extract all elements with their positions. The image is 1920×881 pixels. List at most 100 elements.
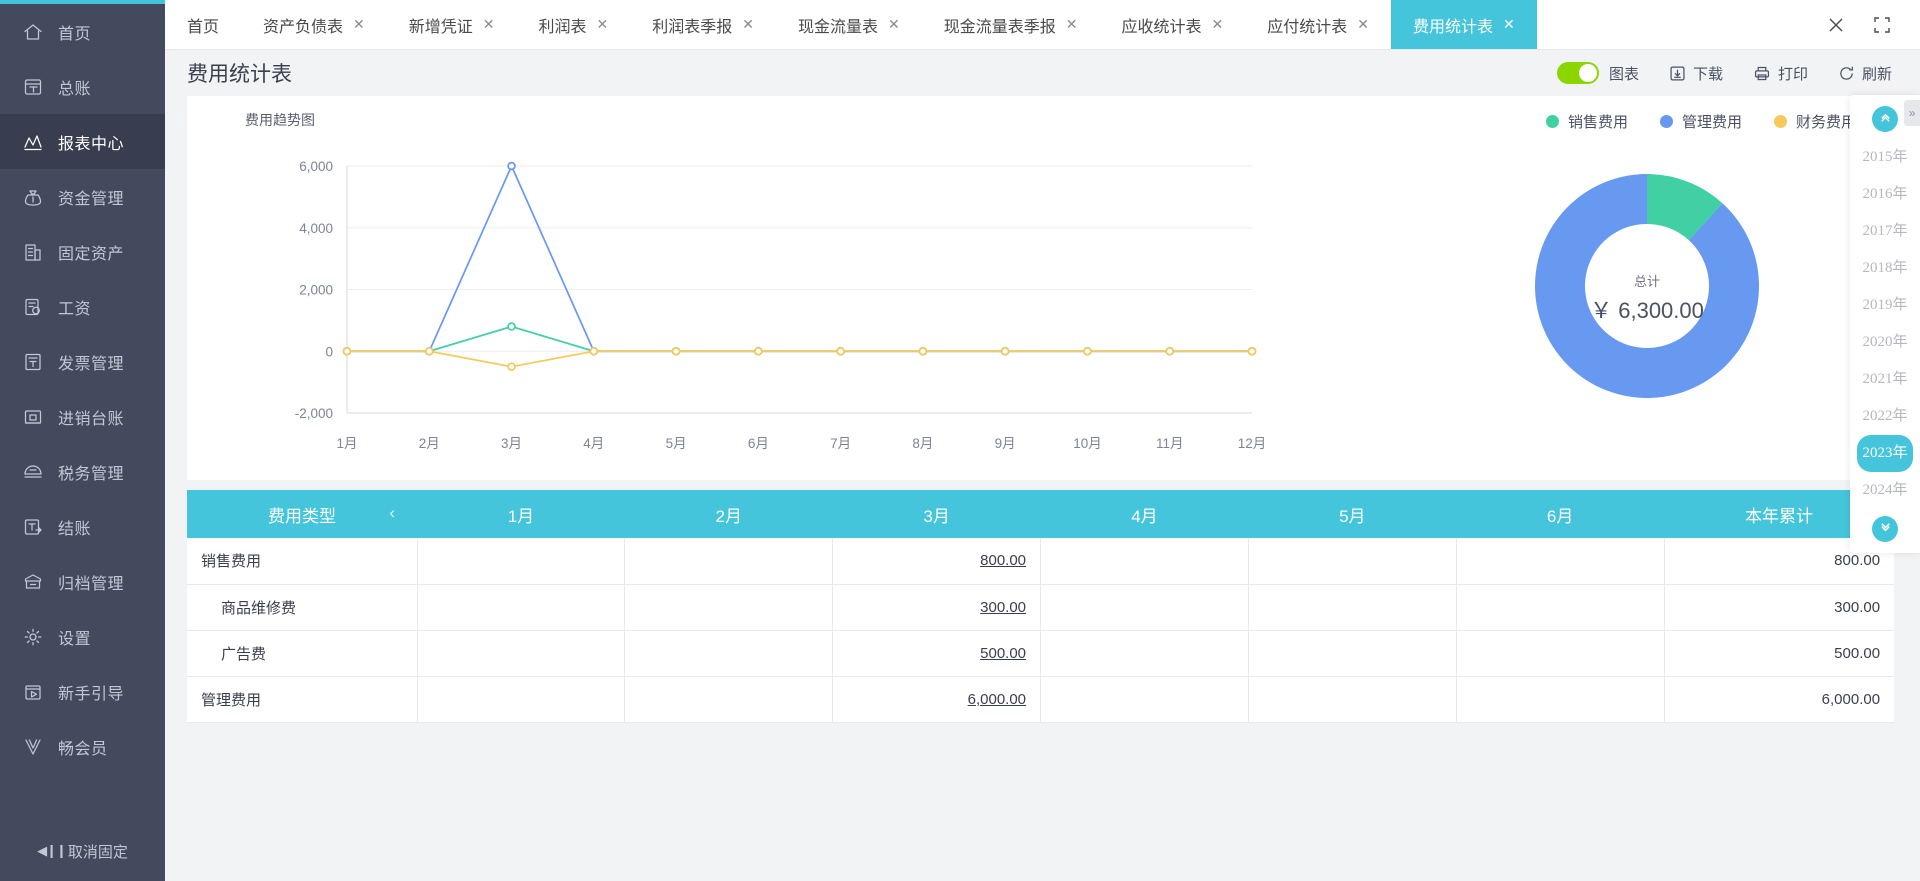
home-icon bbox=[22, 21, 44, 43]
tab-资产负债表[interactable]: 资产负债表 ✕ bbox=[241, 0, 387, 49]
chart-toggle-switch[interactable] bbox=[1557, 62, 1599, 84]
expense-table-element: 费用类型 ‹ 1月 2月 3月 4月 5月 6月 › 本年累计 销售费用 800.00 800.00 商… bbox=[175, 109, 1895, 723]
tab-close-icon[interactable]: ✕ bbox=[742, 16, 755, 32]
legend-color-dot bbox=[1660, 115, 1674, 128]
sidebar-item-税务管理[interactable]: 税务管理 bbox=[0, 444, 165, 499]
tab-close-icon[interactable]: ✕ bbox=[1211, 16, 1224, 32]
year-item-2017年[interactable]: 2017年 bbox=[1862, 223, 1908, 239]
year-item-2020年[interactable]: 2020年 bbox=[1862, 334, 1908, 350]
sidebar-item-工资[interactable]: 工资 bbox=[0, 279, 165, 334]
tab-利润表季报[interactable]: 利润表季报 ✕ bbox=[630, 0, 776, 49]
tab-现金流量表季报[interactable]: 现金流量表季报 ✕ bbox=[922, 0, 1100, 49]
year-item-2018年[interactable]: 2018年 bbox=[1862, 260, 1908, 276]
sidebar-item-设置[interactable]: 设置 bbox=[0, 609, 165, 664]
close-icon[interactable] bbox=[1826, 15, 1846, 35]
table-cell-value bbox=[624, 676, 834, 723]
year-item-2019年[interactable]: 2019年 bbox=[1862, 297, 1908, 313]
tab-首页[interactable]: 首页 bbox=[165, 0, 241, 49]
year-item-2022年[interactable]: 2022年 bbox=[1862, 408, 1908, 424]
table-col-header-6月: 6月 bbox=[1456, 490, 1665, 538]
invoice-icon bbox=[22, 351, 44, 373]
sidebar-item-报表中心[interactable]: 报表中心 bbox=[0, 114, 165, 169]
table-cell-link[interactable]: 300.00 bbox=[980, 598, 1027, 616]
tab-close-icon[interactable]: ✕ bbox=[353, 16, 365, 32]
table-cell-link[interactable]: 6,000.00 bbox=[967, 690, 1027, 708]
table-cell-value bbox=[1456, 584, 1665, 631]
download-button[interactable]: 下载 bbox=[1669, 63, 1723, 84]
refresh-button[interactable]: 刷新 bbox=[1838, 63, 1892, 84]
chart-toggle-label: 图表 bbox=[1609, 65, 1640, 83]
year-item-2015年[interactable]: 2015年 bbox=[1862, 149, 1908, 165]
sidebar-item-资金管理[interactable]: 资金管理 bbox=[0, 169, 165, 224]
svg-text:6,000: 6,000 bbox=[299, 159, 333, 174]
legend-item-销售费用[interactable]: 销售费用 bbox=[1546, 111, 1628, 132]
money-bag-icon bbox=[22, 186, 44, 208]
sidebar-item-新手引导[interactable]: 新手引导 bbox=[0, 664, 165, 719]
year-item-2021年[interactable]: 2021年 bbox=[1862, 371, 1908, 387]
svg-text:11月: 11月 bbox=[1156, 436, 1184, 451]
sidebar-item-进销台账[interactable]: 进销台账 bbox=[0, 389, 165, 444]
legend-item-管理费用[interactable]: 管理费用 bbox=[1660, 111, 1742, 132]
sidebar-item-label: 归档管理 bbox=[58, 575, 125, 593]
sidebar-item-固定资产[interactable]: 固定资产 bbox=[0, 224, 165, 279]
fullscreen-icon[interactable] bbox=[1872, 15, 1892, 35]
tab-费用统计表[interactable]: 费用统计表 ✕ bbox=[1391, 0, 1537, 49]
tab-label: 应收统计表 bbox=[1121, 18, 1202, 36]
table-cell-link[interactable]: 800.00 bbox=[980, 552, 1027, 570]
sidebar-collapse-button[interactable]: ◀❙❙ 取消固定 bbox=[0, 821, 165, 881]
legend-item-财务费用[interactable]: 财务费用 bbox=[1774, 111, 1856, 132]
tab-close-icon[interactable]: ✕ bbox=[1357, 16, 1370, 32]
year-item-2023年[interactable]: 2023年 bbox=[1857, 435, 1914, 472]
tab-新增凭证[interactable]: 新增凭证 ✕ bbox=[387, 0, 517, 49]
table-cell-total: 6,000.00 bbox=[1664, 676, 1895, 723]
tab-应收统计表[interactable]: 应收统计表 ✕ bbox=[1100, 0, 1246, 49]
chart-title: 费用趋势图 bbox=[245, 112, 315, 128]
tab-利润表[interactable]: 利润表 ✕ bbox=[517, 0, 631, 49]
tab-close-icon[interactable]: ✕ bbox=[1065, 16, 1078, 32]
tab-close-icon[interactable]: ✕ bbox=[596, 16, 609, 32]
tab-label: 费用统计表 bbox=[1413, 18, 1494, 36]
year-item-2016年[interactable]: 2016年 bbox=[1862, 186, 1908, 202]
print-button[interactable]: 打印 bbox=[1753, 63, 1808, 84]
sidebar-item-发票管理[interactable]: 发票管理 bbox=[0, 334, 165, 389]
table-cell-value bbox=[624, 538, 834, 585]
svg-text:6月: 6月 bbox=[748, 436, 769, 451]
tab-label: 首页 bbox=[187, 18, 220, 36]
sidebar-item-畅会员[interactable]: 畅会员 bbox=[0, 719, 165, 774]
sidebar-item-结账[interactable]: 结账 bbox=[0, 499, 165, 554]
svg-text:5月: 5月 bbox=[666, 436, 687, 451]
tab-close-icon[interactable]: ✕ bbox=[888, 16, 900, 32]
year-scroll-up-button[interactable] bbox=[1872, 106, 1899, 132]
sidebar-item-label: 发票管理 bbox=[58, 355, 125, 373]
sidebar-item-label: 结账 bbox=[58, 520, 92, 538]
table-cell-value[interactable]: 800.00 bbox=[832, 538, 1042, 585]
chevron-up-icon bbox=[1879, 111, 1892, 127]
sidebar-item-首页[interactable]: 首页 bbox=[0, 4, 165, 59]
svg-text:7月: 7月 bbox=[830, 436, 851, 451]
table-cell-name: 管理费用 bbox=[187, 676, 418, 723]
table-col-label: 1月 bbox=[507, 506, 535, 526]
table-cell-name: 广告费 bbox=[187, 630, 418, 677]
table-cell-link[interactable]: 500.00 bbox=[980, 644, 1027, 662]
sidebar-item-总账[interactable]: 总账 bbox=[0, 59, 165, 114]
tab-应付统计表[interactable]: 应付统计表 ✕ bbox=[1245, 0, 1391, 49]
table-prev-arrow[interactable]: ‹ bbox=[389, 503, 395, 522]
year-scroll-down-button[interactable] bbox=[1872, 516, 1899, 542]
table-next-arrow[interactable]: › bbox=[175, 109, 181, 128]
year-item-2024年[interactable]: 2024年 bbox=[1862, 482, 1908, 498]
tab-现金流量表[interactable]: 现金流量表 ✕ bbox=[776, 0, 922, 49]
table-cell-value[interactable]: 500.00 bbox=[832, 630, 1042, 677]
year-panel-collapse-handle[interactable]: » bbox=[1904, 100, 1920, 126]
table-row: 商品维修费 300.00 300.00 bbox=[187, 584, 1895, 631]
tab-close-icon[interactable]: ✕ bbox=[1503, 16, 1515, 32]
guide-video-icon bbox=[22, 681, 44, 703]
refresh-label: 刷新 bbox=[1862, 65, 1893, 83]
table-cell-value[interactable]: 6,000.00 bbox=[832, 676, 1042, 723]
table-col-label: 5月 bbox=[1339, 506, 1366, 526]
sidebar-item-归档管理[interactable]: 归档管理 bbox=[0, 554, 165, 609]
legend-label: 管理费用 bbox=[1682, 114, 1743, 131]
tab-close-icon[interactable]: ✕ bbox=[482, 16, 495, 32]
sidebar-top-accent bbox=[0, 0, 165, 4]
table-cell-value[interactable]: 300.00 bbox=[832, 584, 1042, 631]
sidebar-item-label: 报表中心 bbox=[58, 135, 125, 153]
